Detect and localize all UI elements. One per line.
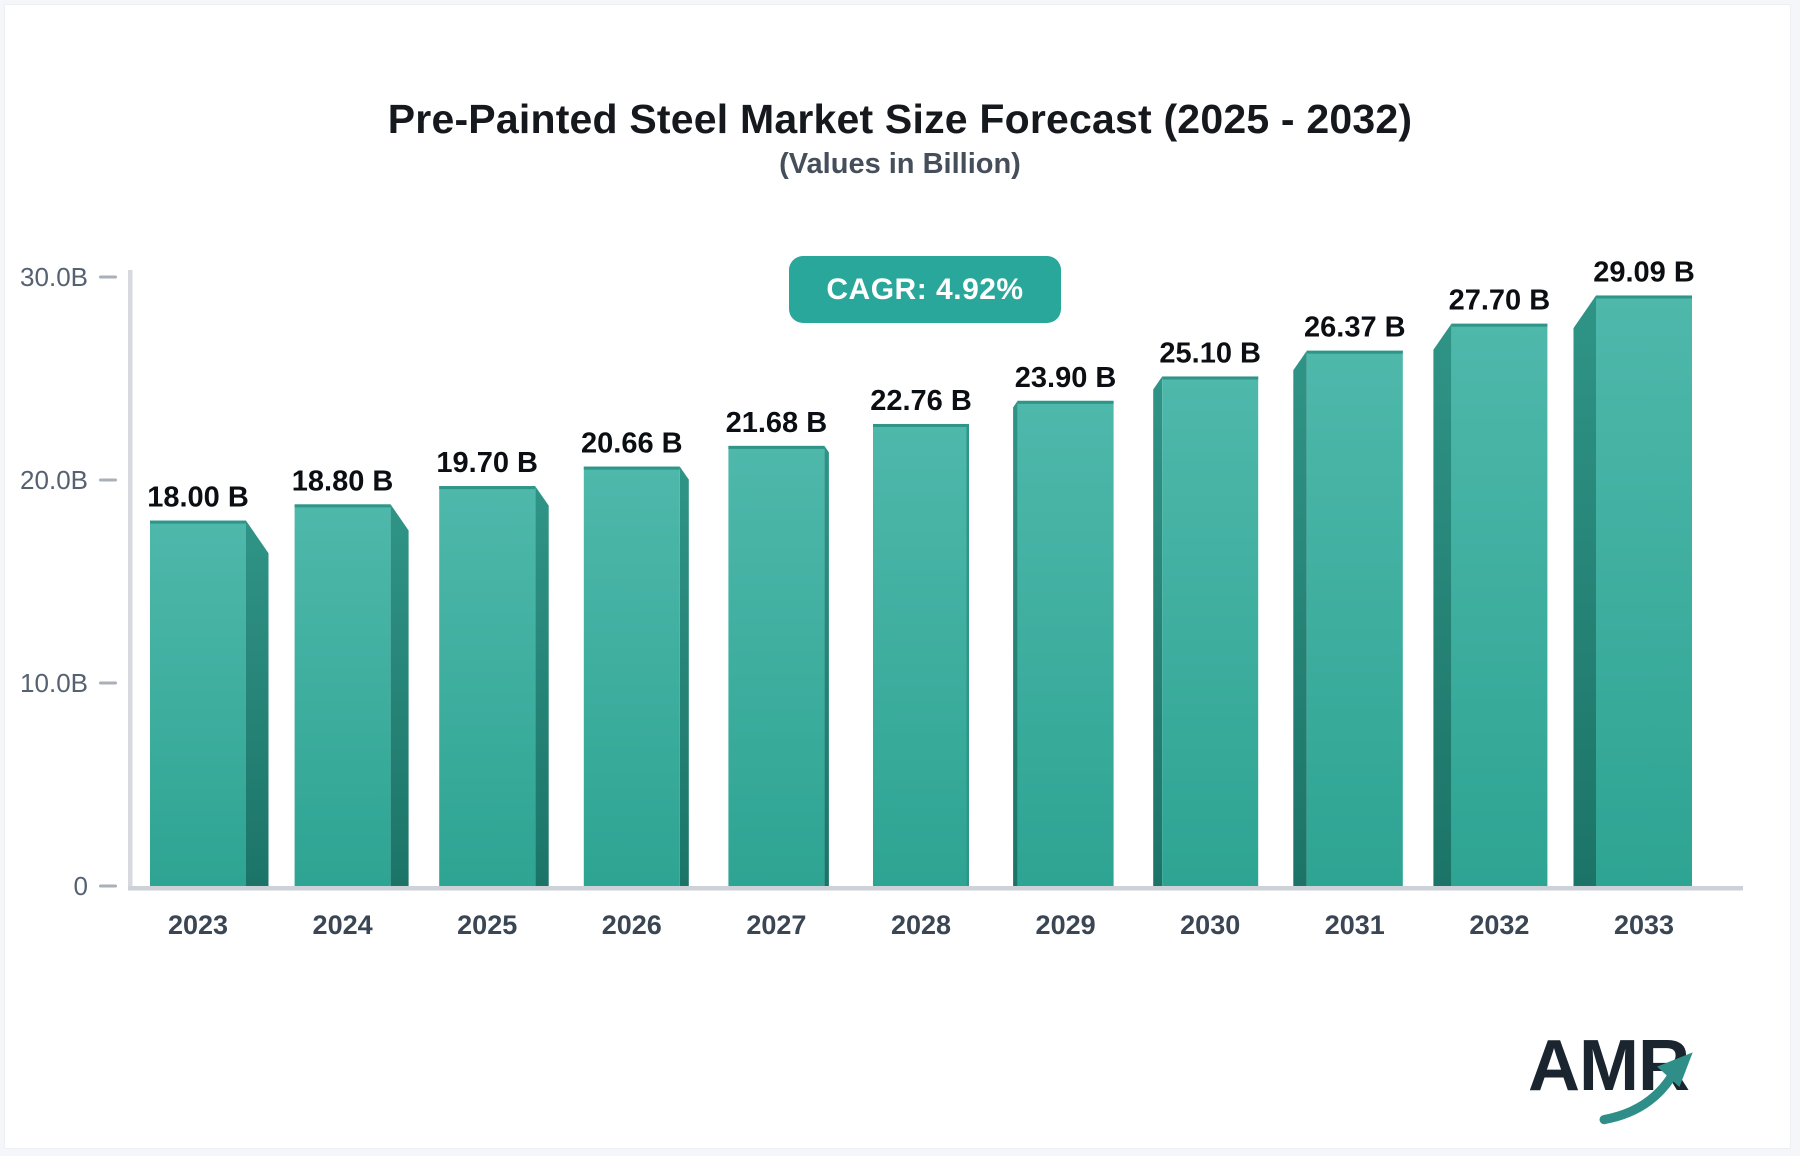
- bar-face: [294, 504, 391, 886]
- x-tick-label: 2031: [1325, 910, 1385, 940]
- y-tick-mark: [99, 681, 117, 685]
- y-tick-mark: [99, 478, 117, 482]
- chart-subtitle: (Values in Billion): [779, 148, 1021, 180]
- bar-face: [1017, 400, 1114, 886]
- bar-top-edge: [1017, 400, 1114, 404]
- bar-face: [1596, 295, 1692, 886]
- bar-value-label: 22.76 B: [870, 385, 972, 417]
- bar-top-edge: [150, 520, 246, 524]
- bar-side: [824, 445, 829, 886]
- cagr-badge: CAGR: 4.92%: [789, 256, 1061, 323]
- x-tick-label: 2024: [313, 910, 373, 940]
- bar-side: [390, 504, 409, 886]
- bar-top-edge: [294, 504, 391, 508]
- bar-value-label: 25.10 B: [1159, 337, 1261, 369]
- bar-value-label: 21.68 B: [726, 407, 828, 439]
- bar-value-label: 19.70 B: [436, 447, 538, 479]
- x-axis-line: [128, 886, 1743, 891]
- bar-top-edge: [873, 423, 969, 427]
- bar-value-label: 26.37 B: [1304, 312, 1406, 344]
- bar-face: [583, 466, 680, 886]
- x-tick-label: 2033: [1614, 910, 1674, 940]
- bar-value-label: 29.09 B: [1593, 256, 1695, 288]
- bar-side: [679, 466, 689, 886]
- x-tick-label: 2028: [891, 910, 951, 940]
- chart-title: Pre-Painted Steel Market Size Forecast (…: [387, 96, 1413, 142]
- bar-top-edge: [583, 466, 680, 470]
- y-tick-label: 0: [74, 871, 88, 901]
- bar-value-label: 18.80 B: [292, 465, 394, 497]
- x-tick-label: 2026: [602, 910, 662, 940]
- y-axis-line: [128, 270, 133, 891]
- x-tick-label: 2029: [1036, 910, 1096, 940]
- bar-top-edge: [1451, 323, 1548, 327]
- y-tick-mark: [99, 275, 117, 279]
- y-tick-mark: [99, 884, 117, 888]
- bar-face: [1306, 350, 1403, 887]
- x-tick-label: 2025: [457, 910, 517, 940]
- bar-side: [1153, 376, 1163, 886]
- y-tick-label: 30.0B: [20, 262, 88, 292]
- bar-value-label: 20.66 B: [581, 428, 683, 460]
- bar-side: [1293, 350, 1307, 887]
- bar-top-edge: [1596, 295, 1692, 299]
- bar-top-edge: [1162, 376, 1259, 380]
- bar-face: [873, 423, 969, 886]
- bar-face: [1162, 376, 1259, 886]
- bar-right-edge: [966, 423, 969, 886]
- bar-face: [1451, 323, 1548, 886]
- bar-side: [1013, 400, 1018, 886]
- x-tick-label: 2027: [746, 910, 806, 940]
- bar-side: [1573, 295, 1596, 886]
- growth-arrow-icon: [1599, 1052, 1693, 1125]
- bar-side: [1433, 323, 1452, 886]
- bar-top-edge: [1306, 350, 1403, 354]
- bar-value-label: 27.70 B: [1449, 285, 1551, 317]
- bar-top-edge: [439, 486, 536, 490]
- y-tick-label: 20.0B: [20, 465, 88, 495]
- bar-face: [150, 520, 246, 886]
- bar-side: [535, 486, 549, 886]
- y-tick-label: 10.0B: [20, 668, 88, 698]
- x-tick-label: 2030: [1180, 910, 1240, 940]
- amr-logo: AMR: [1528, 1030, 1728, 1130]
- bar-side: [246, 520, 269, 886]
- bar-face: [439, 486, 536, 886]
- bar-face: [728, 445, 825, 886]
- bar-value-label: 18.00 B: [147, 482, 249, 514]
- bar-value-label: 23.90 B: [1015, 362, 1117, 394]
- bar-top-edge: [728, 445, 825, 449]
- x-tick-label: 2023: [168, 910, 228, 940]
- x-tick-label: 2032: [1469, 910, 1529, 940]
